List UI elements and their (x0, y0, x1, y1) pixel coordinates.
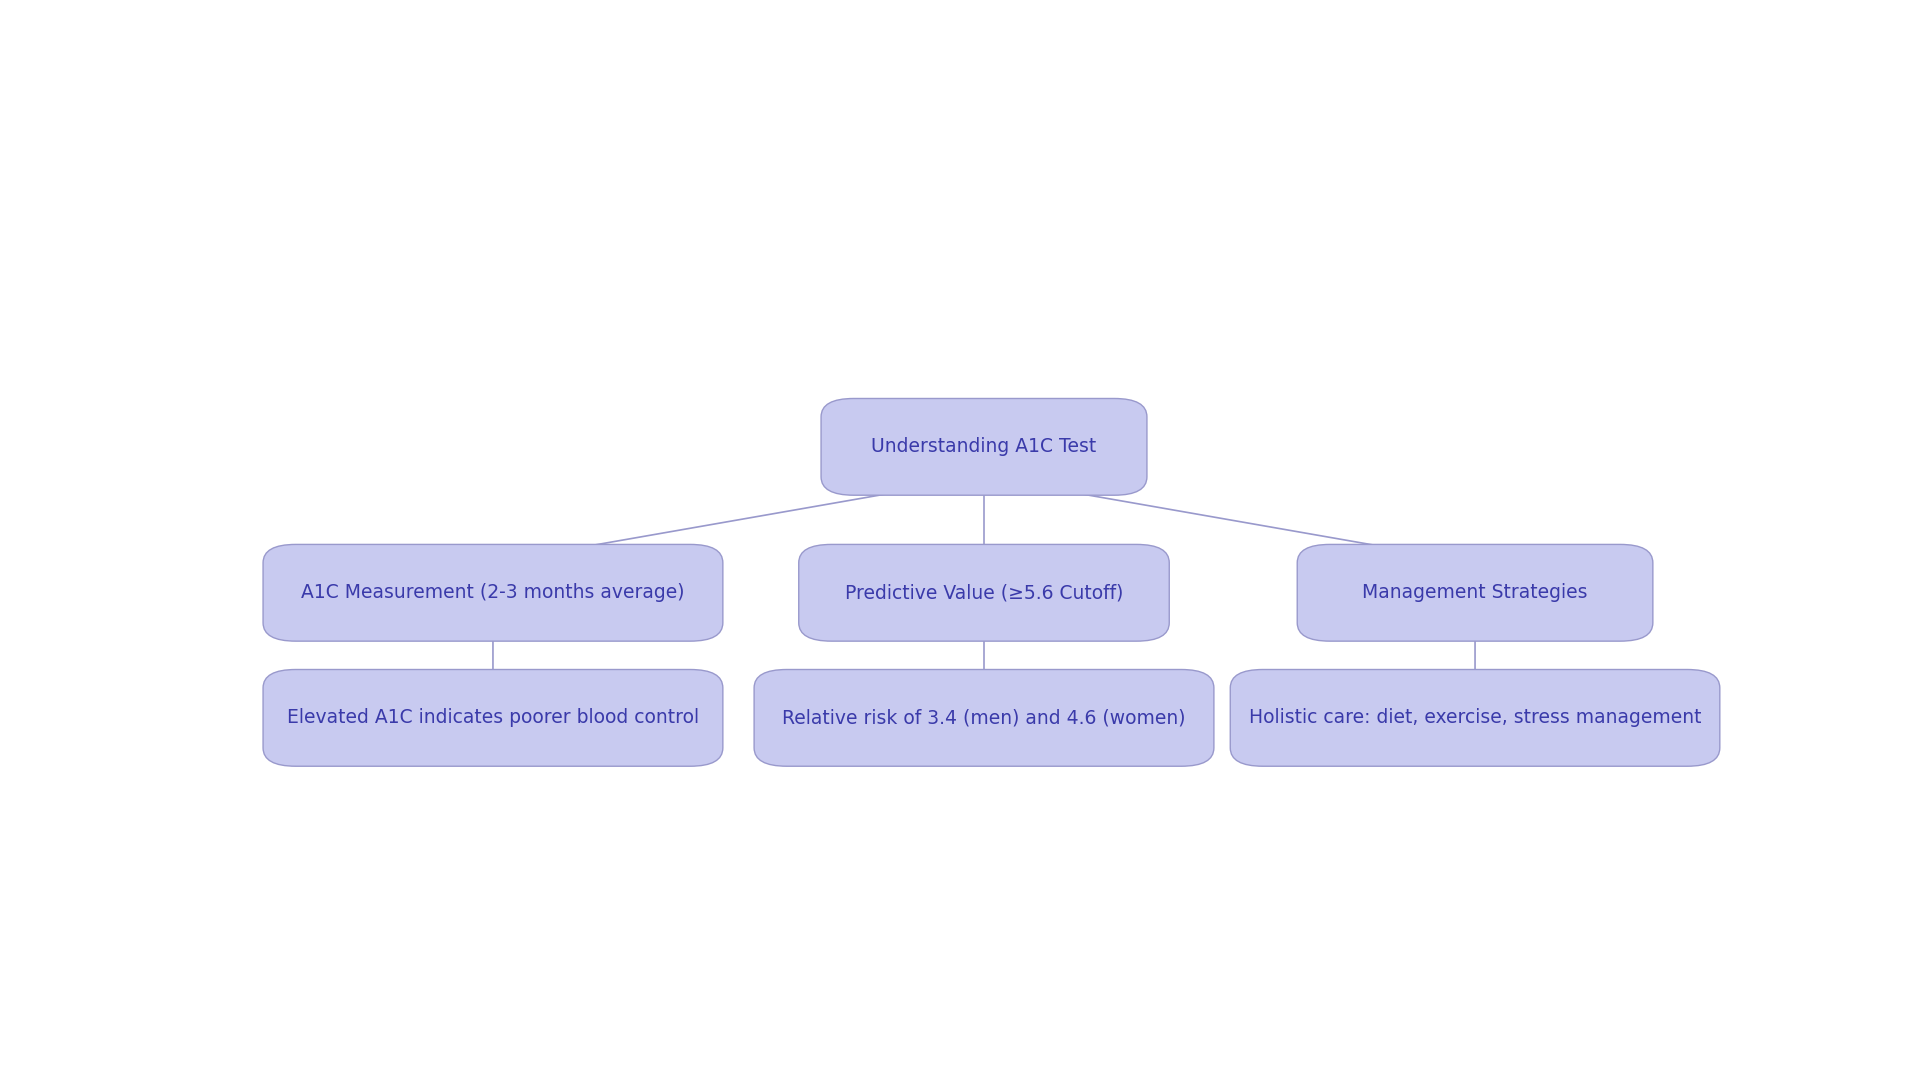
FancyBboxPatch shape (822, 399, 1146, 495)
FancyBboxPatch shape (1231, 669, 1720, 767)
Text: Relative risk of 3.4 (men) and 4.6 (women): Relative risk of 3.4 (men) and 4.6 (wome… (781, 708, 1187, 728)
Text: Holistic care: diet, exercise, stress management: Holistic care: diet, exercise, stress ma… (1248, 708, 1701, 728)
FancyBboxPatch shape (263, 545, 722, 641)
Text: Management Strategies: Management Strategies (1363, 584, 1588, 602)
FancyBboxPatch shape (1298, 545, 1653, 641)
FancyBboxPatch shape (799, 545, 1169, 641)
Text: Understanding A1C Test: Understanding A1C Test (872, 438, 1096, 456)
Text: Elevated A1C indicates poorer blood control: Elevated A1C indicates poorer blood cont… (286, 708, 699, 728)
FancyBboxPatch shape (755, 669, 1213, 767)
Text: A1C Measurement (2-3 months average): A1C Measurement (2-3 months average) (301, 584, 685, 602)
Text: Predictive Value (≥5.6 Cutoff): Predictive Value (≥5.6 Cutoff) (845, 584, 1123, 602)
FancyBboxPatch shape (263, 669, 722, 767)
